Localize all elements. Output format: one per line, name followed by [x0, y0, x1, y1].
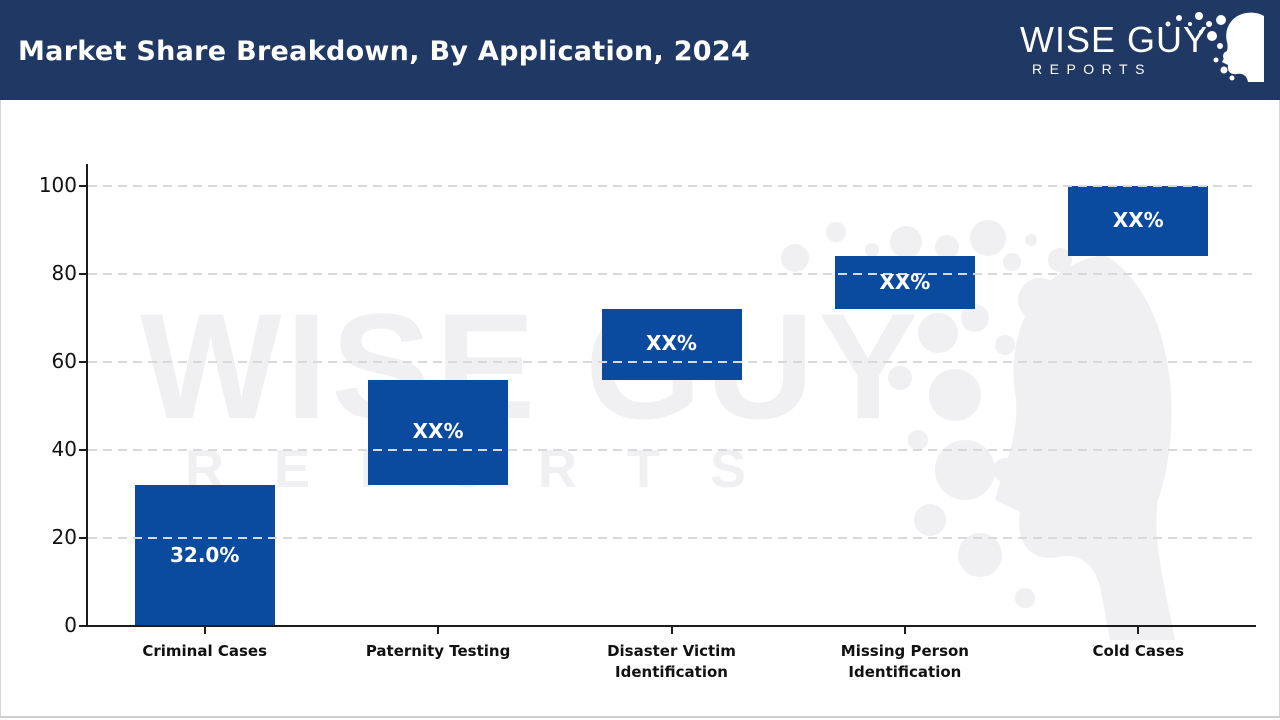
x-tick-label-paternity-testing: Paternity Testing — [365, 642, 511, 660]
gridline-80 — [88, 273, 1255, 275]
page-title: Market Share Breakdown, By Application, … — [18, 36, 751, 67]
page-border-left — [0, 100, 1, 718]
gridline-100 — [88, 185, 1255, 187]
gridline-20 — [88, 537, 1255, 539]
y-tick-40 — [79, 449, 87, 451]
x-axis-line — [86, 625, 1256, 627]
gridline-40 — [88, 449, 1255, 451]
bar-value-label-paternity-testing: XX% — [412, 419, 464, 444]
x-tick-cold-cases — [1137, 627, 1140, 634]
bar-paternity-testing — [368, 379, 509, 486]
y-tick-0 — [79, 625, 87, 627]
logo-wordmark: WISE GUY — [1020, 19, 1208, 60]
header-band: Market Share Breakdown, By Application, … — [0, 0, 1280, 100]
bar-value-label-missing-person-identification: XX% — [879, 269, 931, 294]
x-tick-label-criminal-cases: Criminal Cases — [142, 642, 268, 660]
x-tick-label-missing-person-identification: Missing Person Identification — [840, 642, 969, 681]
bar-value-label-criminal-cases: 32.0% — [169, 542, 240, 567]
y-tick-60 — [79, 361, 87, 363]
y-tick-label-60: 60 — [51, 349, 77, 373]
dotted-head-icon — [1165, 12, 1264, 82]
y-tick-20 — [79, 537, 87, 539]
y-tick-100 — [79, 185, 87, 187]
bar-value-label-cold-cases: XX% — [1112, 208, 1164, 233]
bar-disaster-victim-identification — [601, 309, 742, 380]
logo-subtitle: REPORTS — [1032, 61, 1152, 77]
x-tick-disaster-victim-identification — [670, 627, 673, 634]
bar-missing-person-identification — [834, 256, 975, 310]
y-tick-label-100: 100 — [38, 173, 77, 197]
x-tick-missing-person-identification — [903, 627, 906, 634]
watermark-wordmark: WISE GUY — [140, 282, 923, 450]
bar-cold-cases — [1068, 186, 1209, 257]
x-tick-paternity-testing — [437, 627, 440, 634]
y-tick-label-80: 80 — [51, 261, 77, 285]
y-tick-label-40: 40 — [51, 437, 77, 461]
x-tick-criminal-cases — [203, 627, 206, 634]
bar-criminal-cases — [134, 485, 275, 626]
wise-guy-reports-logo: WISE GUY REPORTS — [1020, 12, 1264, 82]
x-tick-label-cold-cases: Cold Cases — [1092, 642, 1185, 660]
y-tick-label-0: 0 — [64, 613, 77, 637]
y-axis-line — [86, 164, 88, 627]
bar-value-label-disaster-victim-identification: XX% — [646, 331, 697, 356]
page-border-bottom — [0, 716, 1280, 718]
y-tick-label-20: 20 — [51, 525, 77, 549]
gridline-60 — [88, 361, 1255, 363]
y-tick-80 — [79, 273, 87, 275]
x-tick-label-disaster-victim-identification: Disaster Victim Identification — [607, 642, 736, 681]
